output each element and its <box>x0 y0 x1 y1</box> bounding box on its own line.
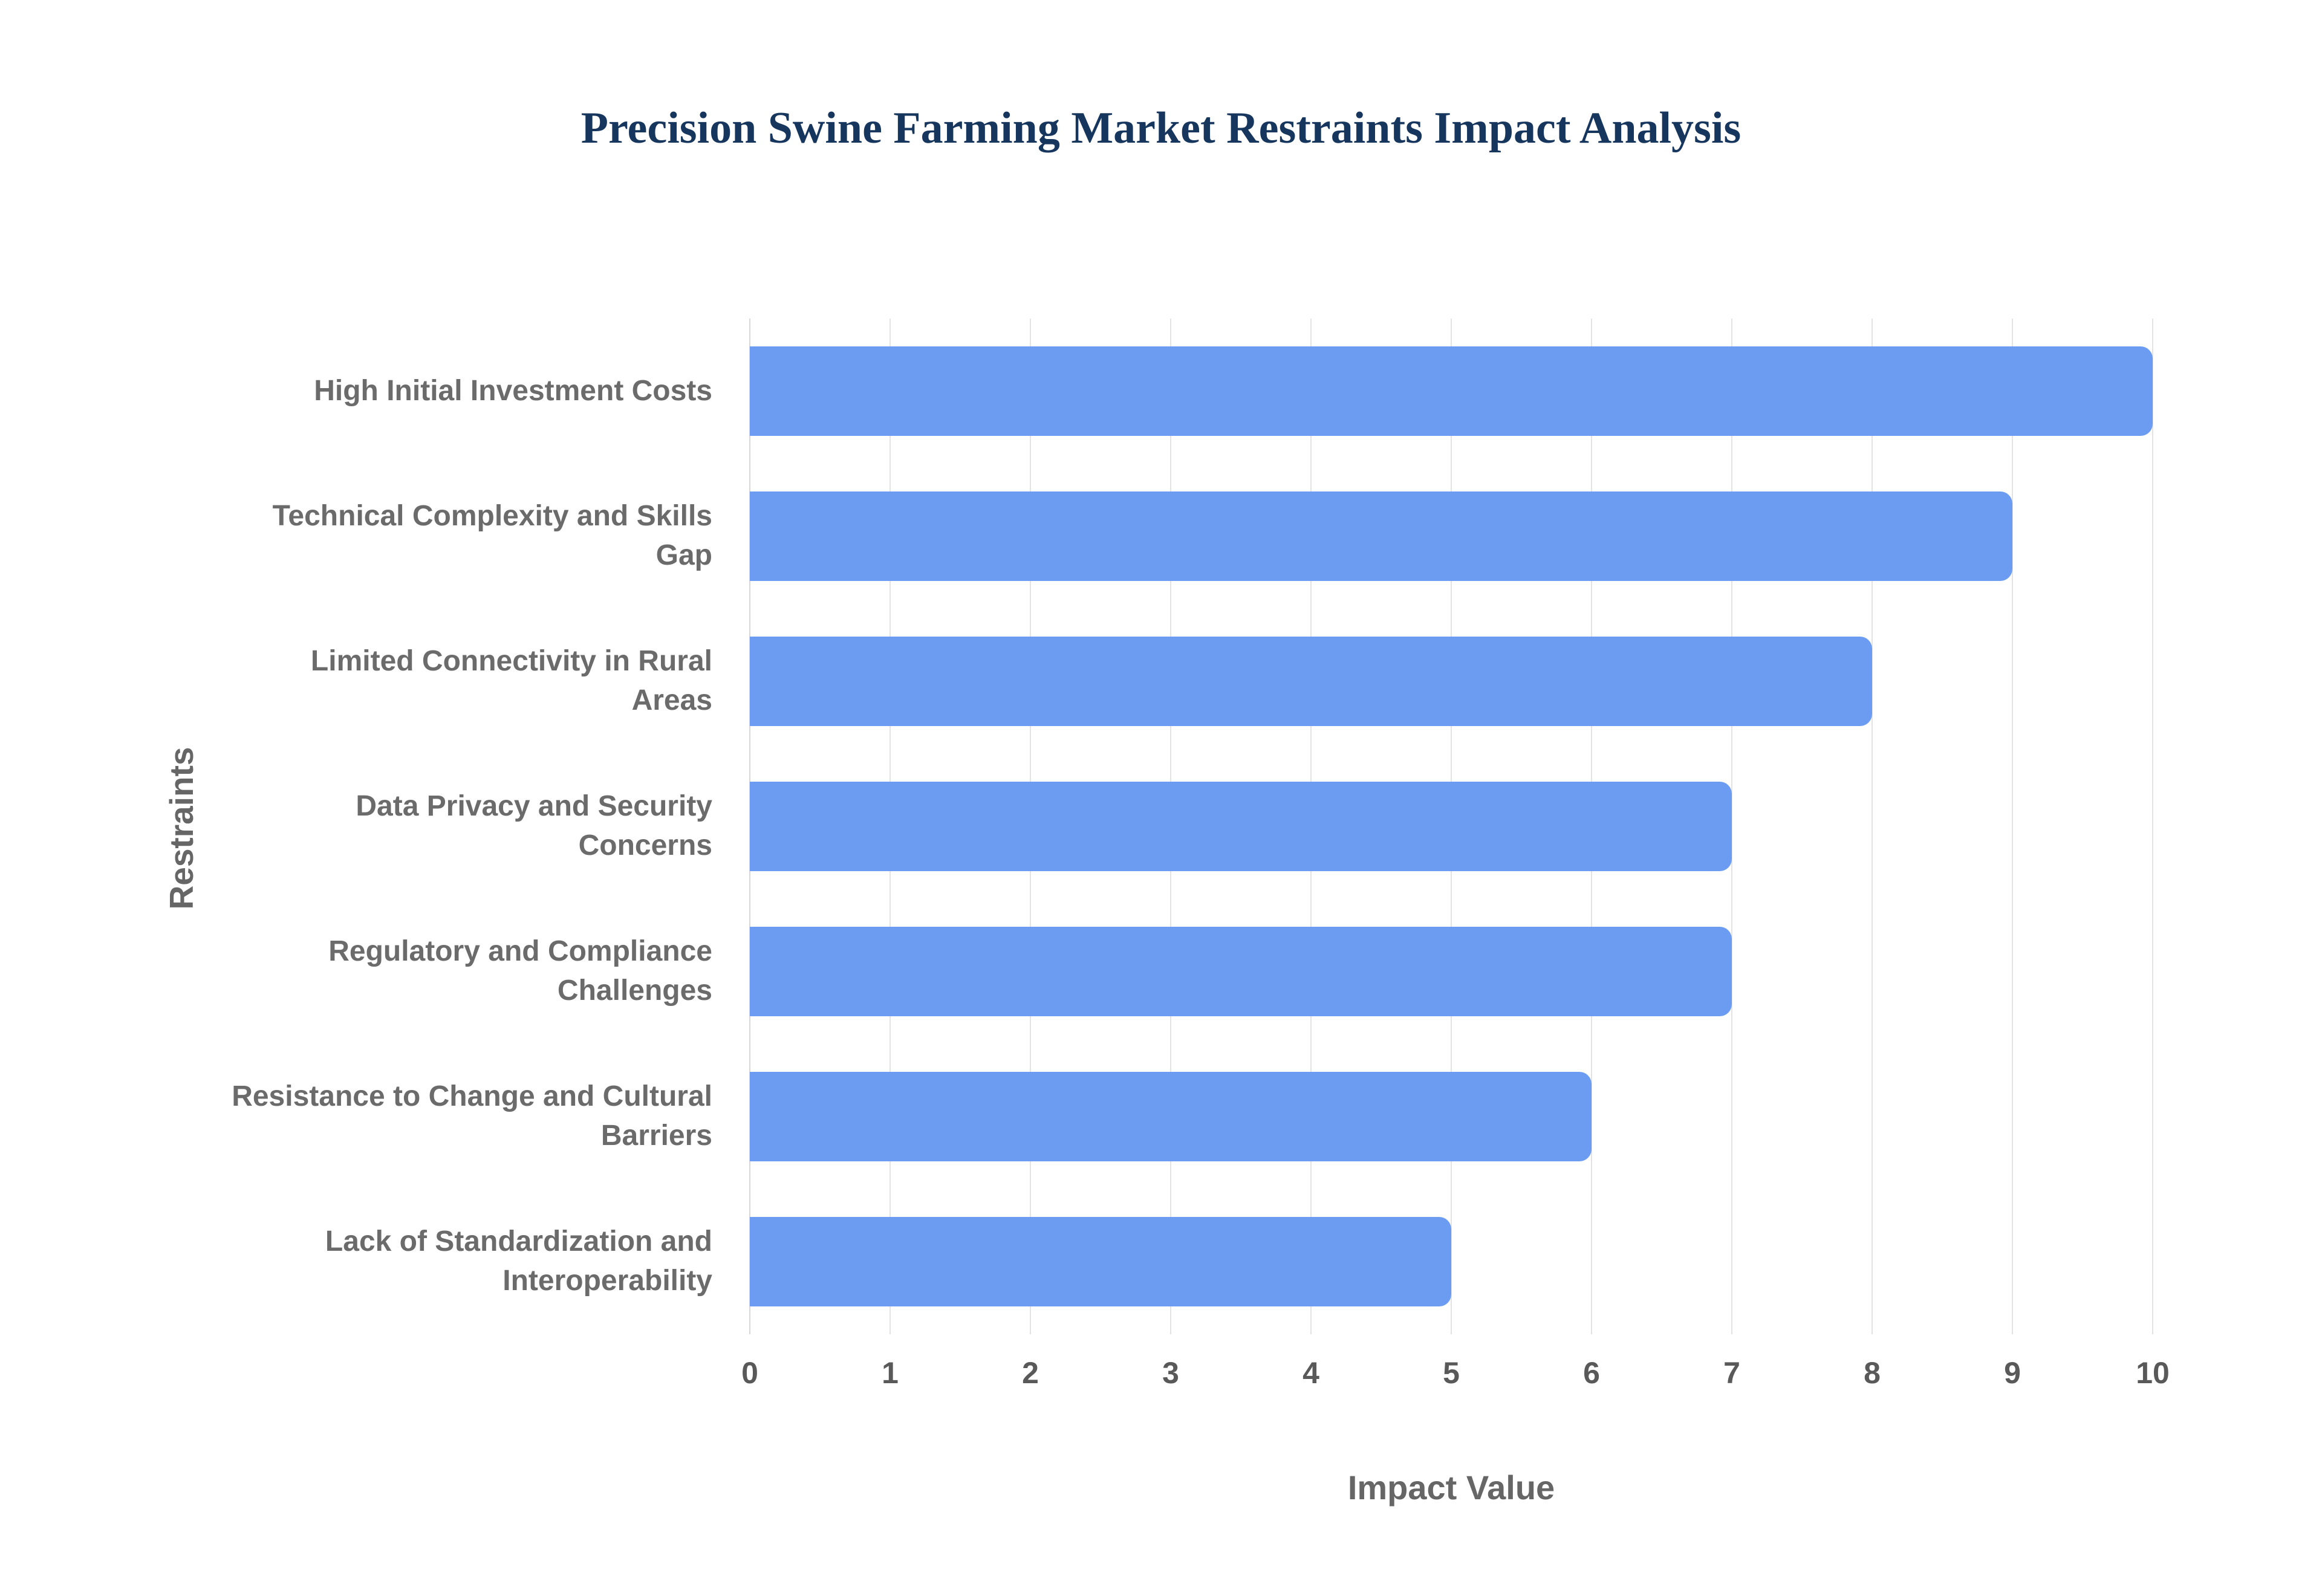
bar <box>750 782 1732 871</box>
category-label: Resistance to Change and Cultural Barrie… <box>232 1080 712 1152</box>
bar-row <box>750 1189 2153 1334</box>
bar <box>750 637 1872 726</box>
tick-label: 0 <box>741 1356 758 1390</box>
plot-area <box>749 319 2153 1334</box>
bar <box>750 346 2153 436</box>
gridline <box>1731 319 1732 1334</box>
tick-label: 9 <box>2004 1356 2021 1390</box>
tick-label: 4 <box>1302 1356 1319 1390</box>
x-axis-title: Impact Value <box>1347 1468 1555 1507</box>
tick-label: 8 <box>1864 1356 1881 1390</box>
category-label: Limited Connectivity in Rural Areas <box>310 645 712 716</box>
category-label: Lack of Standardization and Interoperabi… <box>325 1225 712 1297</box>
tick-label: 6 <box>1583 1356 1600 1390</box>
tick-label: 2 <box>1022 1356 1039 1390</box>
bar <box>750 1072 1592 1161</box>
bar <box>750 1217 1451 1306</box>
tick-label: 1 <box>882 1356 899 1390</box>
tick-label: 3 <box>1162 1356 1179 1390</box>
bar-row <box>750 1044 2153 1189</box>
bar-row <box>750 609 2153 754</box>
gridline <box>2012 319 2013 1334</box>
category-label: Data Privacy and Security Concerns <box>356 790 712 861</box>
category-label: Technical Complexity and Skills Gap <box>272 500 712 571</box>
chart-body: High Initial Investment Costs Technical C… <box>0 319 2153 1334</box>
category-label: High Initial Investment Costs <box>314 374 712 407</box>
chart-title: Precision Swine Farming Market Restraint… <box>580 103 1742 153</box>
bar-row <box>750 319 2153 464</box>
bar-row <box>750 899 2153 1044</box>
bar <box>750 927 1732 1016</box>
tick-label: 10 <box>2136 1356 2170 1390</box>
gridline <box>2152 319 2153 1334</box>
x-axis-ticks: 0 1 2 3 4 5 6 7 8 9 10 <box>741 1355 2170 1398</box>
bar-row <box>750 754 2153 899</box>
category-labels: High Initial Investment Costs Technical C… <box>0 319 750 1334</box>
bar-row <box>750 464 2153 609</box>
tick-label: 5 <box>1443 1356 1460 1390</box>
category-label: Regulatory and Compliance Challenges <box>328 935 712 1007</box>
gridline <box>1872 319 1873 1334</box>
bars <box>750 319 2153 1334</box>
tick-label: 7 <box>1723 1356 1740 1390</box>
bar <box>750 491 2012 581</box>
